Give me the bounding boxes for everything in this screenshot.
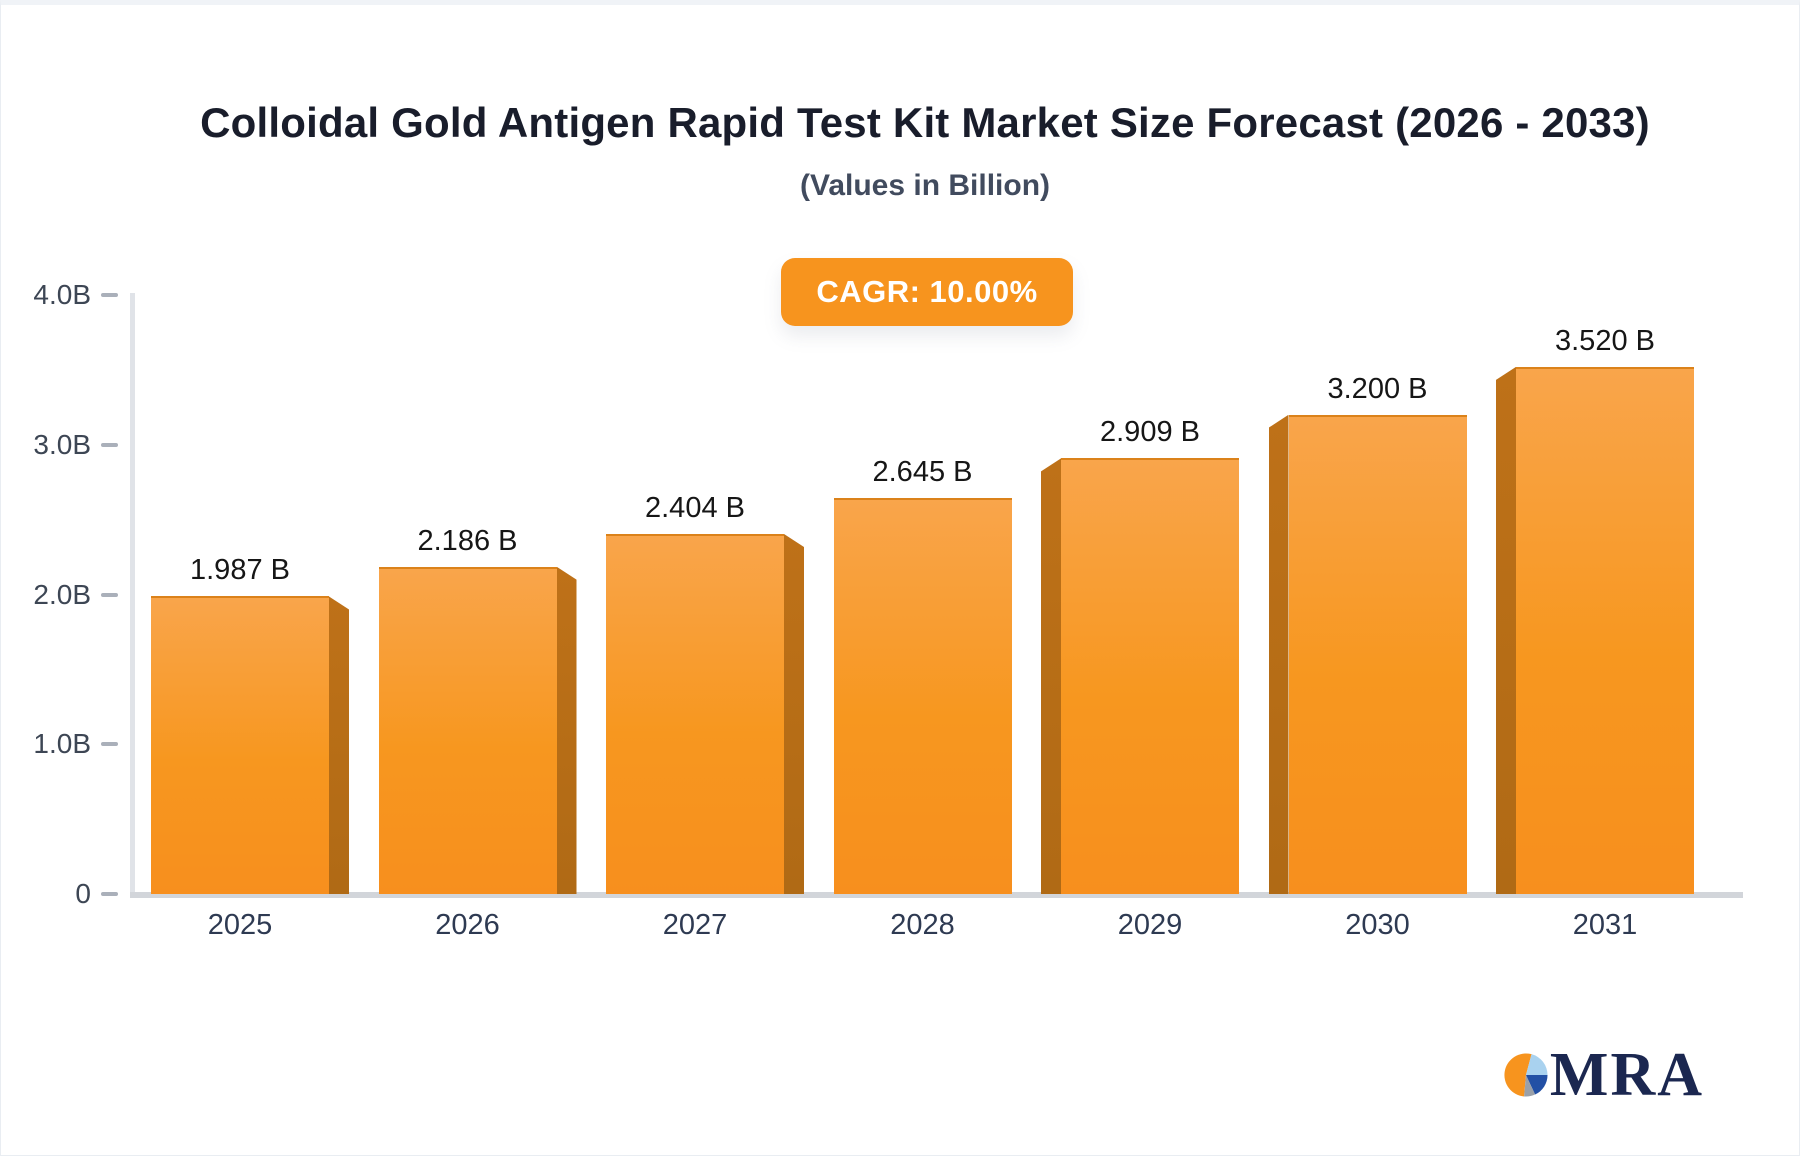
- y-axis-line: [130, 293, 135, 897]
- y-axis-label: 1.0B: [33, 728, 91, 760]
- x-axis-year-label: 2031: [1572, 909, 1638, 941]
- bar-value-label: 2.909 B: [1100, 416, 1200, 449]
- bar-side-face: [1496, 366, 1516, 894]
- cagr-badge-label: CAGR: 10.00%: [816, 274, 1038, 309]
- x-axis-year-label: 2029: [1117, 909, 1183, 941]
- bar-2030: [1288, 414, 1467, 894]
- bar-side-face: [1041, 458, 1061, 894]
- chart-title: Colloidal Gold Antigen Rapid Test Kit Ma…: [200, 99, 1650, 146]
- mra-pie-logo-icon: [1504, 1053, 1548, 1097]
- cagr-badge: CAGR: 10.00%: [781, 258, 1073, 326]
- bar-2025: [151, 596, 329, 894]
- y-axis-tick: [101, 592, 118, 597]
- y-axis-tick: [101, 442, 118, 447]
- mra-logo-text: MRA: [1549, 1041, 1704, 1109]
- y-axis-label: 3.0B: [33, 428, 91, 460]
- bar-value-label: 3.520 B: [1555, 324, 1655, 357]
- y-axis-label: 2.0B: [33, 578, 91, 610]
- bar-value-label: 2.404 B: [645, 492, 745, 524]
- x-axis-year-label: 2028: [890, 909, 955, 941]
- mra-logo: MRA: [1504, 1041, 1704, 1109]
- bar-value-label: 1.987 B: [190, 554, 290, 587]
- x-axis-year-label: 2026: [435, 909, 500, 941]
- bar-side-face: [556, 566, 577, 894]
- bar-2028: [833, 497, 1012, 894]
- bar-2027: [606, 534, 784, 894]
- bar-value-label: 3.200 B: [1327, 372, 1428, 405]
- y-axis-tick: [101, 892, 118, 896]
- x-axis-year-label: 2025: [207, 909, 273, 941]
- bar-value-label: 2.186 B: [417, 524, 518, 557]
- x-axis-line: [130, 892, 1743, 898]
- y-axis-tick: [101, 742, 118, 747]
- bar-value-label: 2.645 B: [872, 455, 973, 488]
- y-axis-label: 0: [75, 878, 91, 909]
- bar-side-face: [329, 596, 349, 894]
- bar-2029: [1061, 458, 1239, 894]
- bar-2031: [1516, 366, 1694, 894]
- y-axis-label: 4.0B: [33, 279, 91, 310]
- y-axis-tick: [101, 293, 118, 297]
- bar-2026: [378, 566, 557, 894]
- bar-side-face: [1268, 414, 1289, 894]
- chart-subtitle: (Values in Billion): [799, 169, 1051, 202]
- bar-side-face: [784, 534, 804, 894]
- x-axis-year-label: 2030: [1345, 909, 1410, 941]
- x-axis-year-label: 2027: [662, 909, 728, 941]
